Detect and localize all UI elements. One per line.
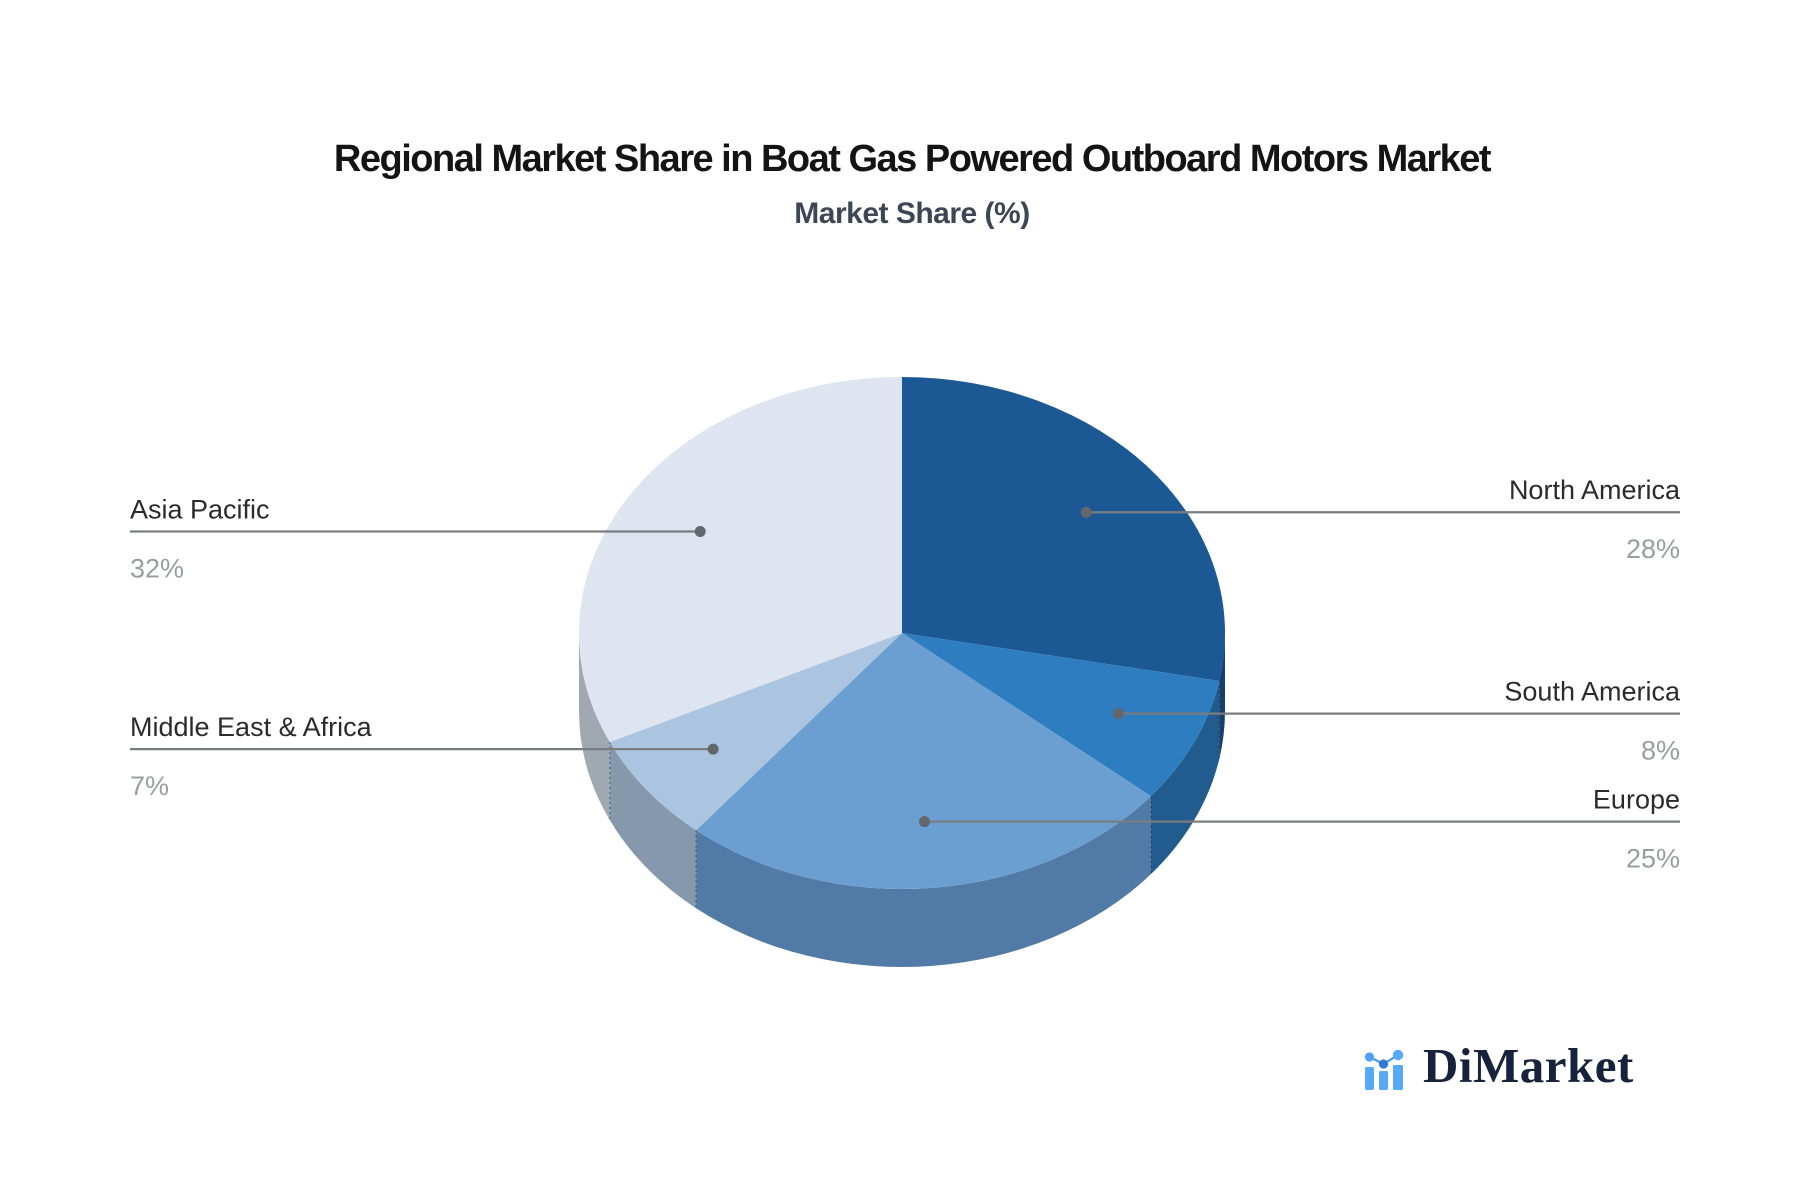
slice-pct-south-america: 8% [1641,736,1680,766]
leader-dot-north-america [1080,506,1092,518]
slice-label-asia-pacific: Asia Pacific [130,494,270,524]
pie-slice-middle-east-africa [609,633,902,831]
leader-dot-middle-east-africa [707,743,719,755]
chart-subtitle: Market Share (%) [794,197,1030,230]
pie-depth-south-america [1150,680,1220,875]
bar-line-chart-icon [1364,1049,1404,1090]
chart-title: Regional Market Share in Boat Gas Powere… [333,138,1492,180]
slice-pct-north-america: 28% [1626,534,1680,564]
leader-dot-europe [918,816,930,828]
leader-dot-south-america [1112,708,1124,720]
pie-slice-europe [696,633,1151,889]
pie-depth-asia-pacific [579,633,610,820]
pie-depth-middle-east-africa [609,741,697,909]
slice-label-middle-east-africa: Middle East & Africa [130,712,373,742]
slice-pct-europe: 25% [1626,844,1680,874]
dimarket-logo-text: DiMarket [1423,1038,1634,1093]
slice-pct-asia-pacific: 32% [130,553,184,583]
leader-dot-asia-pacific [694,525,706,537]
slice-label-south-america: South America [1504,677,1681,707]
pie-depth-north-america [1219,633,1225,759]
pie-slice-asia-pacific [578,377,902,742]
pie-depth-europe [696,796,1151,967]
slice-label-europe: Europe [1593,785,1680,815]
pie-slice-south-america [902,633,1220,797]
slice-label-north-america: North America [1509,475,1681,505]
dimarket-logo: DiMarket [1363,1040,1634,1096]
slice-pct-middle-east-africa: 7% [130,771,169,801]
pie-slice-north-america [902,377,1225,681]
